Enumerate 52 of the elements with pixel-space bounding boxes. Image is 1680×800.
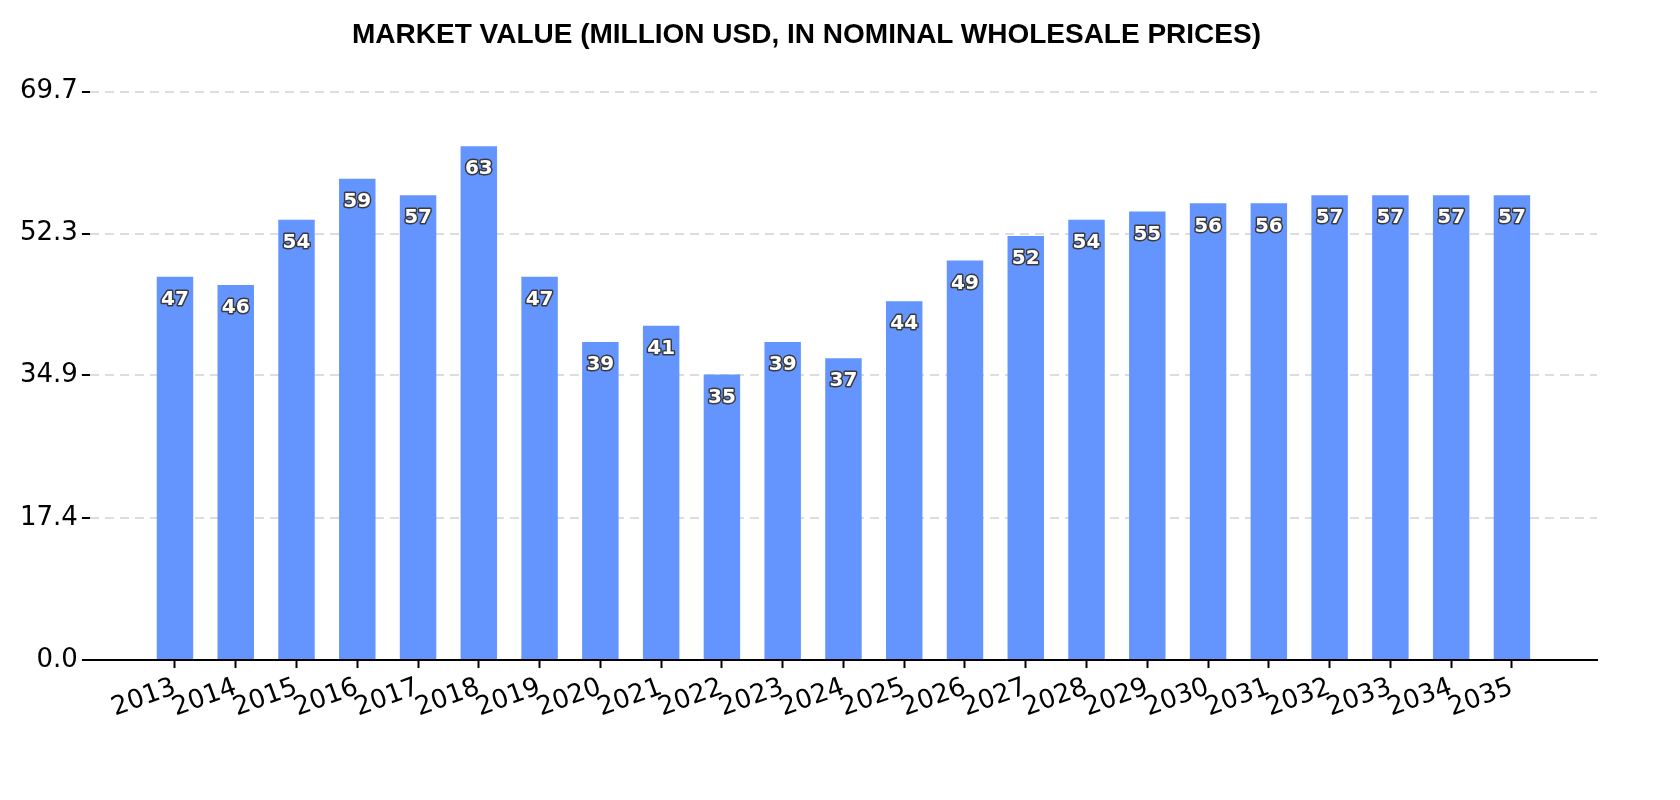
data-label: 52: [1011, 245, 1040, 270]
data-label: 55: [1133, 220, 1162, 245]
bar: [1372, 195, 1409, 660]
bar: [1007, 235, 1044, 660]
data-label: 35: [707, 383, 736, 408]
data-label: 44: [890, 310, 919, 335]
data-label: 47: [161, 285, 189, 310]
data-label: 37: [829, 367, 858, 392]
data-label: 57: [1376, 204, 1405, 229]
bar: [825, 358, 862, 660]
data-label: 57: [1315, 204, 1344, 229]
bar: [217, 284, 254, 660]
y-tick-label: 34.9: [20, 358, 78, 389]
data-label: 63: [464, 155, 493, 180]
bar: [399, 195, 437, 660]
bar: [521, 276, 558, 660]
bar: [946, 260, 984, 660]
y-tick-label: 52.3: [20, 216, 78, 247]
data-label: 47: [525, 285, 554, 310]
data-label: 57: [1437, 204, 1466, 229]
bar: [1068, 219, 1105, 660]
bar: [1129, 211, 1166, 660]
bar: [460, 146, 498, 660]
data-label: 59: [343, 188, 372, 213]
data-label: 39: [586, 351, 615, 376]
bar: [1311, 195, 1348, 660]
bar: [703, 374, 741, 660]
bar: [1250, 203, 1288, 660]
bar: [885, 301, 923, 660]
bar: [582, 341, 619, 660]
bar: [278, 219, 315, 660]
data-label: 39: [768, 351, 797, 376]
data-label: 57: [404, 204, 432, 229]
data-label: 41: [647, 334, 676, 359]
chart-title: MARKET VALUE (MILLION USD, IN NOMINAL WHOLESALE PRICES): [352, 17, 1261, 49]
y-tick-label: 69.7: [20, 74, 78, 105]
data-label: 49: [951, 269, 979, 294]
bar: [1432, 195, 1470, 660]
bar: [156, 276, 194, 660]
y-tick-label: 17.4: [20, 500, 78, 531]
data-label: 46: [221, 294, 250, 319]
bar: [764, 341, 801, 660]
data-label: 54: [282, 228, 311, 253]
bar: [339, 178, 376, 660]
bar: [1493, 195, 1531, 660]
bar: [1189, 203, 1227, 660]
data-label: 54: [1072, 228, 1101, 253]
data-label: 56: [1254, 212, 1283, 237]
data-label: 56: [1194, 212, 1222, 237]
data-label: 57: [1498, 204, 1526, 229]
bar: [642, 325, 680, 660]
y-tick-label: 0.0: [36, 642, 78, 673]
